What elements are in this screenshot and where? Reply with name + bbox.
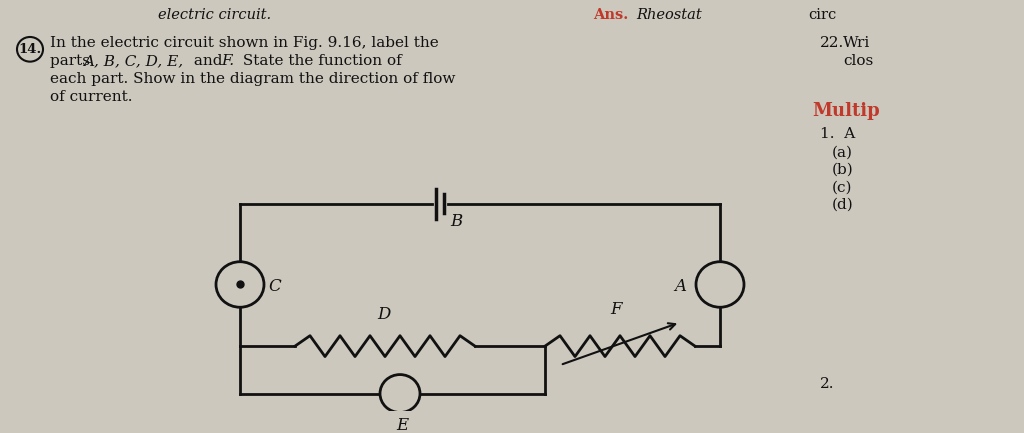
Text: 14.: 14. (18, 43, 42, 56)
Text: State the function of: State the function of (238, 54, 401, 68)
Text: 2.: 2. (820, 378, 835, 391)
Text: of current.: of current. (50, 90, 132, 104)
Circle shape (380, 375, 420, 413)
Text: C: C (268, 278, 281, 295)
Text: (c): (c) (831, 180, 853, 194)
Text: electric circuit.: electric circuit. (158, 8, 271, 22)
Text: F: F (610, 301, 622, 318)
Text: B: B (450, 213, 462, 230)
Text: Rheostat: Rheostat (636, 8, 701, 22)
Text: circ: circ (808, 8, 837, 22)
Text: Ans.: Ans. (593, 8, 629, 22)
Text: 1.  A: 1. A (820, 127, 855, 141)
Circle shape (696, 262, 744, 307)
Text: parts: parts (50, 54, 95, 68)
Text: (d): (d) (831, 197, 854, 211)
Text: In the electric circuit shown in Fig. 9.16, label the: In the electric circuit shown in Fig. 9.… (50, 36, 438, 50)
Text: Wri: Wri (843, 36, 870, 50)
Text: each part. Show in the diagram the direction of flow: each part. Show in the diagram the direc… (50, 72, 456, 86)
Text: 22.: 22. (820, 36, 844, 50)
Text: E: E (396, 417, 409, 433)
Text: D: D (377, 307, 390, 323)
Text: A: A (674, 278, 686, 295)
Text: F.: F. (221, 54, 234, 68)
Text: and: and (189, 54, 227, 68)
Text: (b): (b) (831, 163, 854, 177)
Text: A, B, C, D, E,: A, B, C, D, E, (83, 54, 183, 68)
Circle shape (216, 262, 264, 307)
Text: Multip: Multip (812, 103, 880, 120)
Text: clos: clos (843, 54, 873, 68)
Text: (a): (a) (831, 146, 853, 160)
